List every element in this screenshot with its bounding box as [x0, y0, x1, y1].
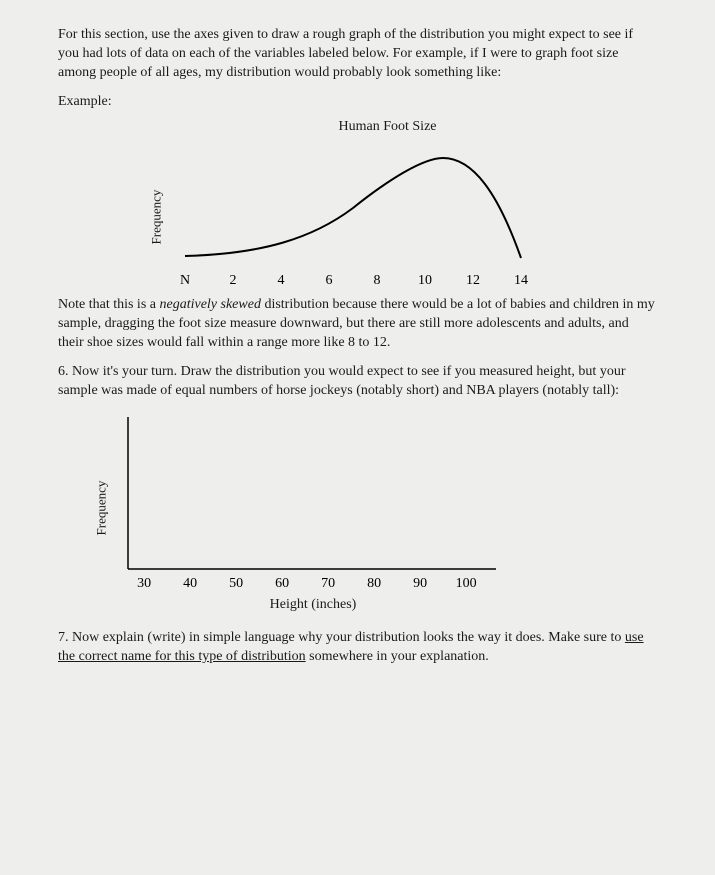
svg-text:2: 2 — [229, 273, 236, 288]
example-chart: Human Foot Size Frequency N 2 4 6 8 10 12 14 — [143, 118, 573, 289]
svg-text:40: 40 — [183, 576, 197, 591]
question-7: 7. Now explain (write) in simple languag… — [58, 629, 657, 667]
q6-text: Now it's your turn. Draw the distributio… — [58, 364, 625, 398]
q7-pre: Now explain (write) in simple language w… — [72, 630, 625, 645]
q7-number: 7. — [58, 630, 72, 645]
svg-text:100: 100 — [456, 576, 477, 591]
note-emphasis: negatively skewed — [160, 297, 261, 312]
svg-text:10: 10 — [418, 273, 432, 288]
worksheet-page: For this section, use the axes given to … — [0, 0, 715, 875]
example-label: Example: — [58, 93, 657, 112]
svg-text:4: 4 — [277, 273, 284, 288]
chart2-ylabel: Frequency — [93, 480, 111, 535]
svg-text:14: 14 — [514, 273, 528, 288]
q7-post: somewhere in your explanation. — [306, 649, 489, 664]
question-6: 6. Now it's your turn. Draw the distribu… — [58, 363, 657, 401]
chart1-ylabel: Frequency — [147, 189, 165, 244]
note-paragraph: Note that this is a negatively skewed di… — [58, 296, 657, 353]
svg-text:80: 80 — [367, 576, 381, 591]
svg-text:6: 6 — [325, 273, 332, 288]
blank-chart: Frequency 30 40 50 60 70 80 90 100 Height (inch… — [78, 409, 518, 615]
chart2-svg: 30 40 50 60 70 80 90 100 — [78, 409, 518, 594]
svg-text:8: 8 — [373, 273, 380, 288]
svg-text:N: N — [179, 273, 189, 288]
svg-text:70: 70 — [321, 576, 335, 591]
svg-text:30: 30 — [137, 576, 151, 591]
svg-text:12: 12 — [466, 273, 480, 288]
chart2-xlabel: Height (inches) — [78, 596, 518, 615]
svg-text:50: 50 — [229, 576, 243, 591]
chart1-title: Human Foot Size — [143, 118, 573, 137]
note-pre: Note that this is a — [58, 297, 160, 312]
q6-number: 6. — [58, 364, 72, 379]
chart1-svg: N 2 4 6 8 10 12 14 — [143, 138, 573, 288]
svg-text:90: 90 — [413, 576, 427, 591]
intro-paragraph: For this section, use the axes given to … — [58, 26, 657, 83]
svg-text:60: 60 — [275, 576, 289, 591]
